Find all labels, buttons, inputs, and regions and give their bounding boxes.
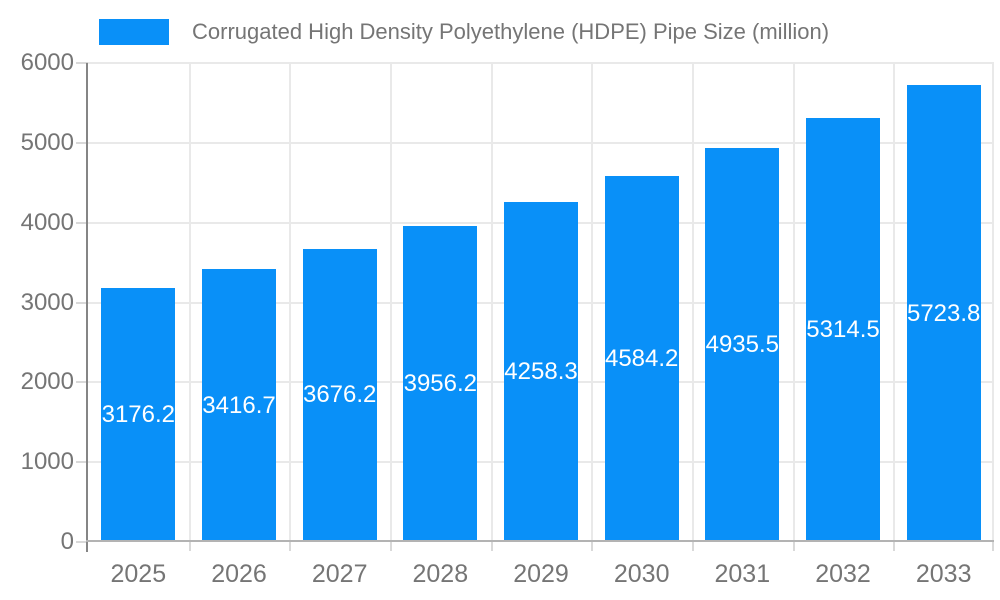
y-axis-tick (76, 381, 88, 384)
y-axis-tick (76, 62, 88, 64)
bar-value-label: 3176.2 (101, 401, 175, 429)
x-axis-tick (591, 542, 594, 551)
v-gridline (289, 63, 292, 542)
h-gridline (88, 141, 994, 144)
v-gridline (591, 63, 594, 542)
bar-value-label: 4584.2 (604, 345, 679, 372)
x-axis-tick (188, 542, 191, 551)
y-axis-line (86, 63, 88, 552)
legend-swatch (99, 19, 169, 45)
y-axis-label: 5000 (20, 128, 74, 156)
x-axis-tick (390, 542, 392, 551)
x-axis-tick (692, 542, 694, 551)
x-axis-label: 2033 (915, 560, 972, 588)
bar-value-label: 5314.5 (806, 315, 880, 343)
x-axis-label: 2031 (714, 560, 771, 588)
x-axis-tick (992, 542, 994, 551)
bar (202, 269, 276, 540)
x-axis-label: 2025 (110, 560, 167, 588)
legend-label: Corrugated High Density Polyethylene (HD… (192, 19, 830, 44)
y-axis-label: 6000 (20, 49, 74, 76)
x-axis-tick (289, 542, 292, 551)
x-axis-label: 2026 (211, 560, 267, 588)
y-axis-label: 4000 (20, 208, 74, 236)
v-gridline (188, 63, 191, 542)
x-axis-label: 2030 (613, 560, 670, 588)
bar (101, 288, 176, 540)
bar (806, 117, 880, 540)
v-gridline (992, 63, 994, 542)
y-axis-tick (76, 541, 88, 543)
plot-area: 3176.2 3416.7 3676.2 3956.2 4258.3 4584.2 4935… (76, 62, 994, 552)
bar-value-label: 5723.8 (906, 299, 981, 327)
x-axis-tick (893, 542, 896, 551)
x-axis-label: 2028 (412, 560, 469, 588)
y-axis-tick (76, 301, 88, 304)
y-axis-label: 0 (60, 528, 74, 555)
x-axis-line (86, 540, 994, 542)
bar (705, 148, 780, 540)
x-axis-label: 2027 (311, 560, 368, 588)
bar-value-label: 3956.2 (403, 370, 477, 398)
bar-value-label: 4935.5 (705, 331, 779, 358)
bar (504, 202, 578, 540)
y-axis-label: 2000 (20, 368, 74, 396)
bar (906, 85, 981, 540)
y-axis-tick (76, 461, 88, 464)
v-gridline (893, 63, 896, 542)
bar-value-label: 4258.3 (504, 358, 578, 385)
x-axis-tick (490, 542, 493, 551)
bar-value-label: 3416.7 (202, 391, 276, 419)
x-axis-tick (792, 542, 795, 551)
v-gridline (792, 63, 795, 542)
bar-value-label: 3676.2 (302, 381, 377, 409)
x-axis-label: 2029 (513, 560, 569, 588)
y-axis-tick (76, 141, 88, 144)
bar (403, 226, 478, 540)
y-axis-tick (76, 221, 88, 224)
bar (604, 176, 679, 540)
y-axis-label: 1000 (20, 448, 74, 476)
bar (302, 248, 377, 540)
h-gridline (88, 62, 994, 64)
y-axis-label: 3000 (20, 288, 74, 316)
legend: Corrugated High Density Polyethylene (HD… (99, 18, 829, 46)
x-axis-label: 2032 (815, 560, 871, 588)
v-gridline (490, 63, 493, 542)
v-gridline (390, 63, 392, 542)
v-gridline (692, 63, 694, 542)
